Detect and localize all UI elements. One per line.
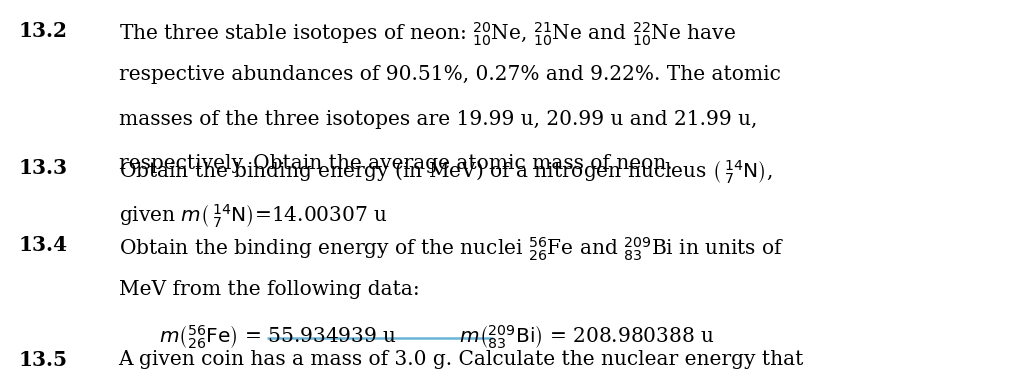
Text: respective abundances of 90.51%, 0.27% and 9.22%. The atomic: respective abundances of 90.51%, 0.27% a… xyxy=(119,65,780,84)
Text: 13.3: 13.3 xyxy=(18,158,68,178)
Text: The three stable isotopes of neon: $^{20}_{10}$Ne, $^{21}_{10}$Ne and $^{22}_{10: The three stable isotopes of neon: $^{20… xyxy=(119,21,735,48)
Text: MeV from the following data:: MeV from the following data: xyxy=(119,280,420,299)
Text: 13.2: 13.2 xyxy=(18,21,68,41)
Text: masses of the three isotopes are 19.99 u, 20.99 u and 21.99 u,: masses of the three isotopes are 19.99 u… xyxy=(119,109,757,129)
Text: 13.5: 13.5 xyxy=(18,350,68,370)
Text: $m\left(^{56}_{26}\mathrm{Fe}\right)$ = 55.934939 u          $m\left(^{209}_{83}: $m\left(^{56}_{26}\mathrm{Fe}\right)$ = … xyxy=(159,324,714,351)
Text: Obtain the binding energy (in MeV) of a nitrogen nucleus $\left(\,^{14}_7\mathrm: Obtain the binding energy (in MeV) of a … xyxy=(119,158,772,185)
Text: given $m\left(\,^{14}_7\mathrm{N}\right)$=14.00307 u: given $m\left(\,^{14}_7\mathrm{N}\right)… xyxy=(119,202,387,230)
Text: Obtain the binding energy of the nuclei $^{56}_{26}$Fe and $^{209}_{83}$Bi in un: Obtain the binding energy of the nuclei … xyxy=(119,235,784,263)
Text: A given coin has a mass of 3.0 g. Calculate the nuclear energy that: A given coin has a mass of 3.0 g. Calcul… xyxy=(119,350,804,369)
Text: 13.4: 13.4 xyxy=(18,235,68,255)
Text: respectively. Obtain the average atomic mass of neon.: respectively. Obtain the average atomic … xyxy=(119,154,672,173)
